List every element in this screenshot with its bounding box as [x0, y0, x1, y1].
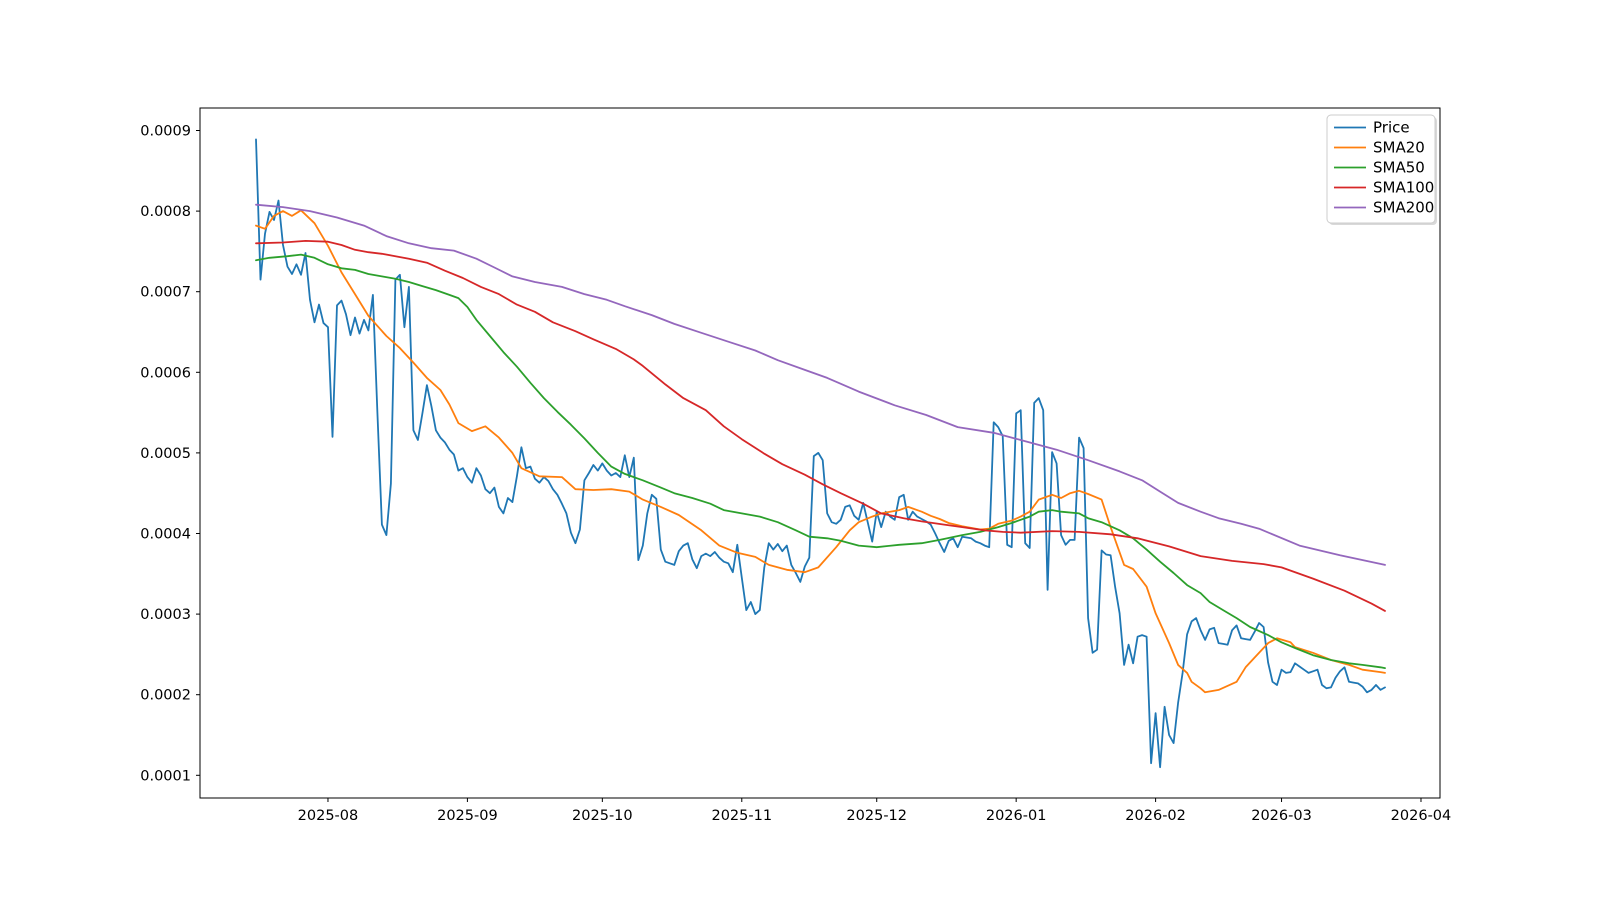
- y-tick-label: 0.0005: [140, 446, 191, 462]
- x-axis: 2025-08 2025-09 2025-10 2025-11 2025-12 2026-…: [298, 798, 1452, 824]
- legend-label-sma50: SMA50: [1373, 159, 1425, 177]
- x-tick-label: 2025-12: [846, 808, 907, 824]
- series-line-sma20: [255, 209, 1386, 694]
- legend-label-sma20: SMA20: [1373, 139, 1425, 157]
- legend: Price SMA20 SMA50 SMA100 SMA200: [1326, 114, 1437, 225]
- x-tick-label: 2025-09: [437, 808, 498, 824]
- y-tick-label: 0.0008: [140, 204, 191, 220]
- plot-border: [199, 107, 1441, 799]
- y-axis: 0.0001 0.0002 0.0003 0.0004 0.0005 0.0006 0.00…: [140, 124, 200, 784]
- series-line-sma50: [255, 253, 1386, 669]
- legend-label-sma100: SMA100: [1373, 179, 1434, 197]
- x-tick-label: 2026-03: [1251, 808, 1312, 824]
- series-line-sma100: [255, 239, 1386, 612]
- x-tick-label: 2025-08: [298, 808, 359, 824]
- y-tick-label: 0.0001: [140, 768, 191, 784]
- y-tick-label: 0.0009: [140, 124, 191, 140]
- series-line-sma200: [255, 203, 1386, 566]
- x-tick-label: 2025-11: [711, 808, 772, 824]
- legend-label-price: Price: [1373, 119, 1410, 137]
- legend-label-sma200: SMA200: [1373, 199, 1434, 217]
- y-tick-label: 0.0004: [140, 527, 191, 543]
- series-line-price: [255, 138, 1386, 769]
- x-tick-label: 2026-02: [1125, 808, 1186, 824]
- y-tick-label: 0.0006: [140, 365, 191, 381]
- x-tick-label: 2026-01: [986, 808, 1047, 824]
- y-tick-label: 0.0007: [140, 285, 191, 301]
- x-tick-label: 2025-10: [572, 808, 633, 824]
- legend-box: [1326, 114, 1436, 224]
- x-tick-label: 2026-04: [1391, 808, 1452, 824]
- y-tick-label: 0.0003: [140, 607, 191, 623]
- y-tick-label: 0.0002: [140, 688, 191, 704]
